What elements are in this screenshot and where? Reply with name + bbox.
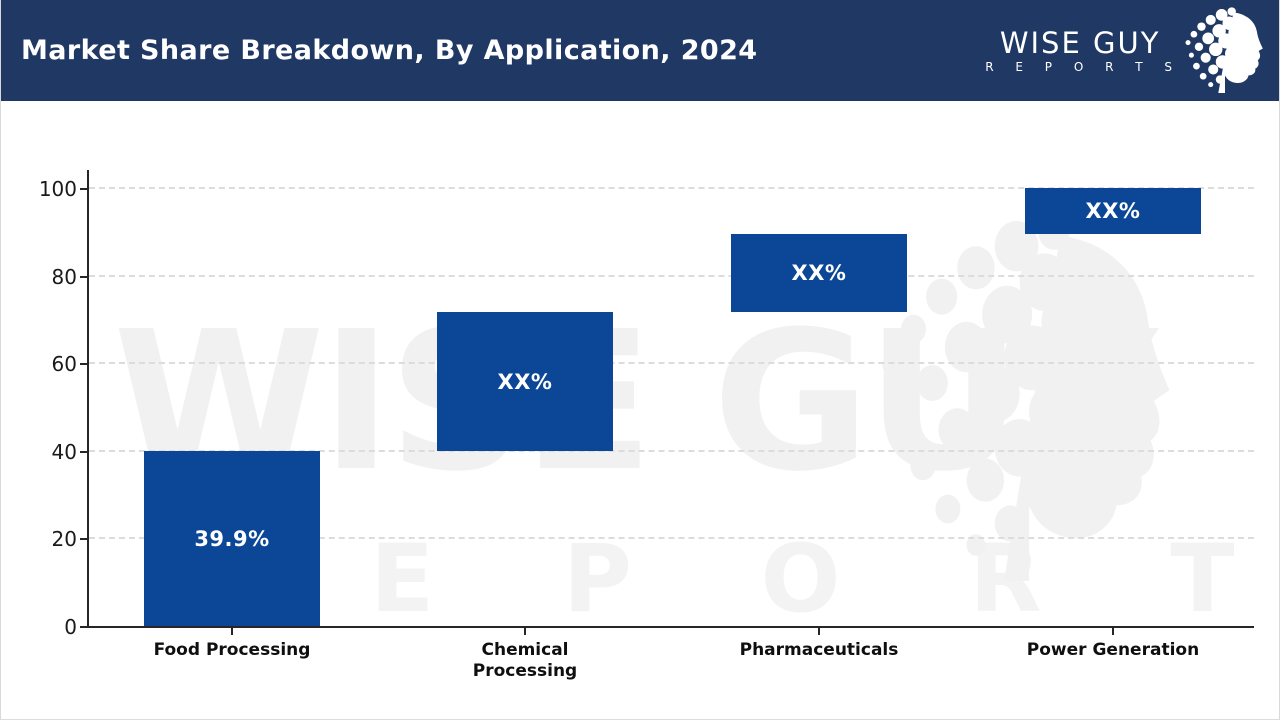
- header-bar: Market Share Breakdown, By Application, …: [1, 0, 1279, 101]
- brand-logo-text: WISE GUY R E P O R T S: [979, 28, 1181, 74]
- bar-value-label: XX%: [791, 261, 847, 285]
- x-tick-3: [1112, 628, 1114, 635]
- gridline-y80: [89, 275, 1254, 277]
- bar-value-label: XX%: [1085, 199, 1141, 223]
- x-tick-2: [818, 628, 820, 635]
- y-tick-80: [80, 276, 88, 278]
- bar-power-generation: XX%: [1025, 188, 1201, 234]
- y-tick-label-40: 40: [51, 440, 77, 464]
- x-tick-label-2: Pharmaceuticals: [739, 640, 899, 660]
- gridline-y20: [89, 537, 1254, 539]
- y-tick-100: [80, 188, 88, 190]
- y-tick-label-0: 0: [64, 615, 77, 639]
- y-tick-60: [80, 363, 88, 365]
- gridline-y40: [89, 450, 1254, 452]
- brand-logo: WISE GUY R E P O R T S: [979, 0, 1279, 101]
- bar-pharmaceuticals: XX%: [731, 234, 907, 312]
- x-tick-1: [524, 628, 526, 635]
- x-tick-0: [231, 628, 233, 635]
- bar-value-label: XX%: [497, 369, 553, 394]
- bar-chemical-processing: XX%: [437, 312, 613, 451]
- watermark-text-sub: R E P O R T S: [169, 525, 1280, 634]
- y-tick-label-80: 80: [51, 265, 77, 289]
- x-tick-label-0: Food Processing: [153, 640, 311, 660]
- brand-subtitle: R E P O R T S: [985, 59, 1181, 74]
- y-tick-label-100: 100: [38, 177, 77, 201]
- x-tick-label-3: Power Generation: [1026, 640, 1200, 660]
- chart-area: WISE GUY R E P O R T S 02040608010039.9%…: [1, 101, 1280, 717]
- bar-food-processing: 39.9%: [144, 451, 320, 626]
- brand-head-icon: [1185, 6, 1263, 93]
- x-axis-line: [87, 626, 1254, 628]
- brand-name: WISE GUY: [999, 25, 1161, 60]
- bar-value-label: 39.9%: [194, 526, 270, 551]
- y-tick-40: [80, 451, 88, 453]
- x-tick-label-1: Chemical Processing: [472, 640, 578, 681]
- y-tick-label-20: 20: [51, 527, 77, 551]
- y-axis-line: [87, 170, 89, 628]
- y-tick-label-60: 60: [51, 352, 77, 376]
- gridline-y60: [89, 362, 1254, 364]
- gridline-y100: [89, 187, 1254, 189]
- y-tick-20: [80, 538, 88, 540]
- y-tick-0: [80, 626, 88, 628]
- chart-title: Market Share Breakdown, By Application, …: [21, 35, 758, 66]
